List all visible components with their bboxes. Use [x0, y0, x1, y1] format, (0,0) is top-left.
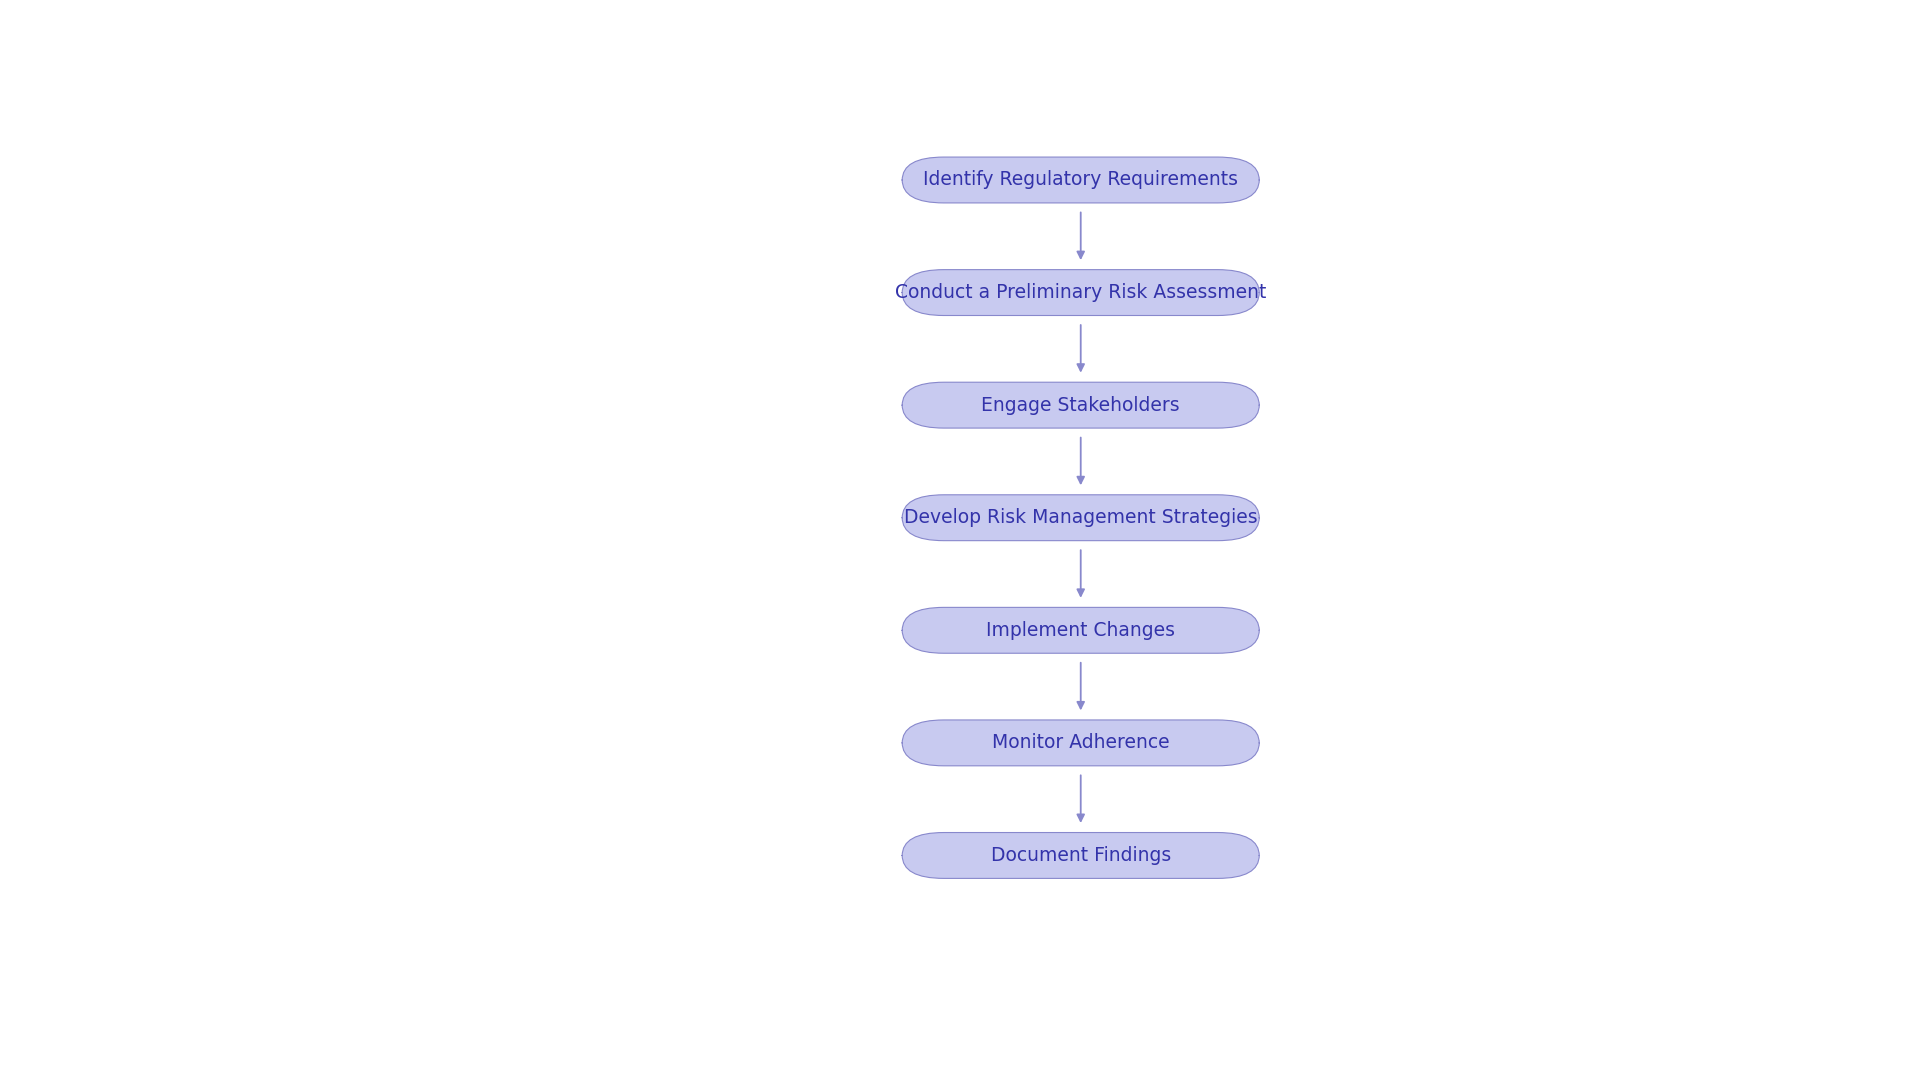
FancyBboxPatch shape — [902, 270, 1260, 315]
FancyBboxPatch shape — [902, 720, 1260, 766]
Text: Identify Regulatory Requirements: Identify Regulatory Requirements — [924, 170, 1238, 190]
Text: Implement Changes: Implement Changes — [987, 621, 1175, 640]
FancyBboxPatch shape — [902, 495, 1260, 540]
Text: Document Findings: Document Findings — [991, 846, 1171, 865]
FancyBboxPatch shape — [902, 608, 1260, 653]
Text: Engage Stakeholders: Engage Stakeholders — [981, 395, 1181, 415]
FancyBboxPatch shape — [902, 157, 1260, 203]
Text: Develop Risk Management Strategies: Develop Risk Management Strategies — [904, 508, 1258, 527]
Text: Conduct a Preliminary Risk Assessment: Conduct a Preliminary Risk Assessment — [895, 283, 1267, 302]
Text: Monitor Adherence: Monitor Adherence — [993, 733, 1169, 753]
FancyBboxPatch shape — [902, 833, 1260, 878]
FancyBboxPatch shape — [902, 382, 1260, 428]
